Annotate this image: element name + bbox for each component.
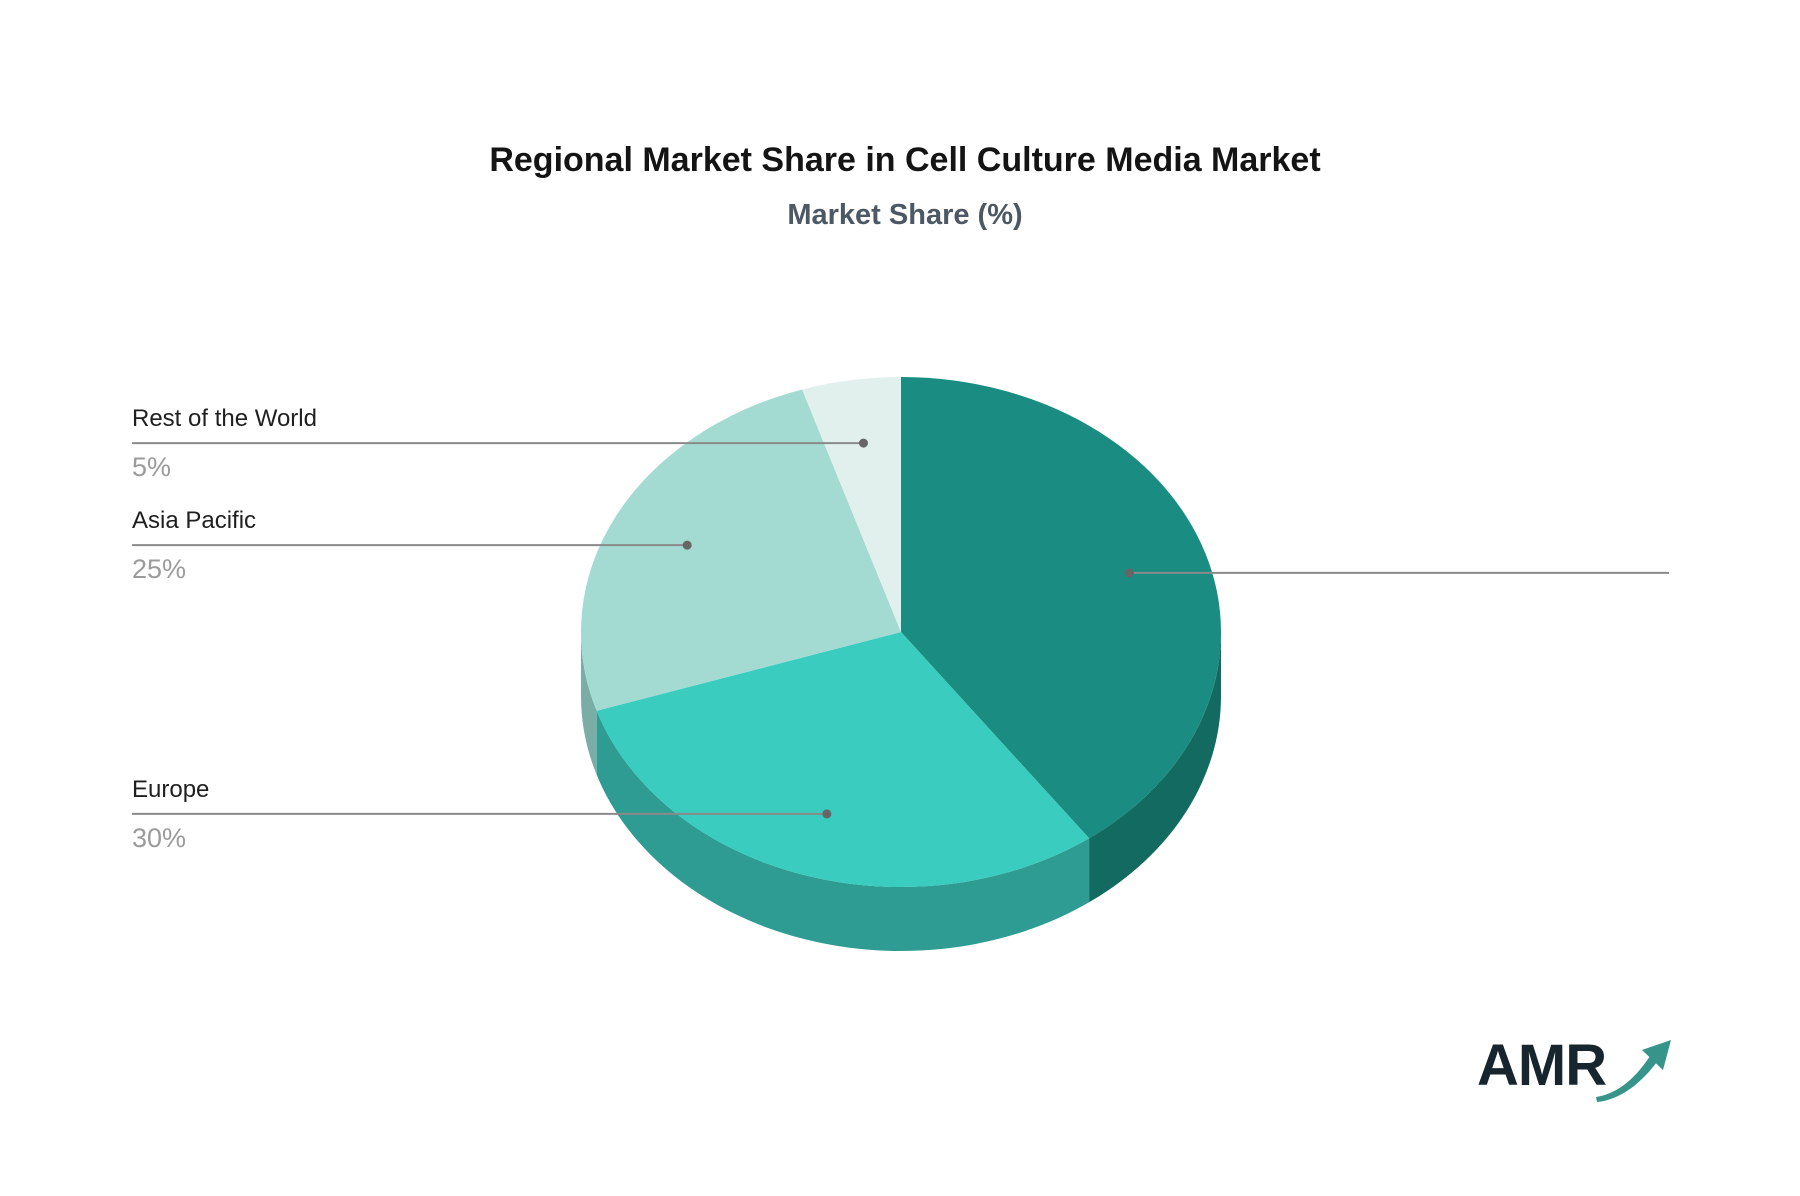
- chart-title: Regional Market Share in Cell Culture Me…: [489, 141, 1321, 179]
- slice-value: 5%: [132, 452, 172, 482]
- amr-logo-arrow-icon: [1596, 1040, 1671, 1102]
- pie-slice-asia-pacific: [580, 389, 901, 711]
- chart-subtitle: Market Share (%): [787, 199, 1023, 231]
- slice-value: 30%: [132, 823, 187, 853]
- leader-dot-north-america: [1124, 568, 1134, 578]
- leader-dot-rest-of-the-world: [858, 438, 868, 448]
- amr-logo-text: AMR: [1477, 1033, 1607, 1098]
- pie-slice-side-asia-pacific: [581, 632, 597, 775]
- leader-dot-asia-pacific: [682, 540, 692, 550]
- slice-label: Rest of the World: [132, 405, 317, 432]
- pie-slice-side-north-america: [1089, 632, 1221, 903]
- pie-slice-rest-of-the-world: [802, 377, 901, 632]
- pie-slice-europe: [596, 632, 1090, 888]
- amr-logo: AMR: [1477, 1036, 1677, 1126]
- pie-slice-north-america: [901, 377, 1221, 839]
- pie-slice-side-europe: [596, 710, 1090, 952]
- leader-dot-europe: [822, 809, 832, 819]
- slice-value: 25%: [132, 554, 187, 584]
- slice-label: Asia Pacific: [132, 507, 257, 534]
- slice-label: Europe: [132, 776, 210, 803]
